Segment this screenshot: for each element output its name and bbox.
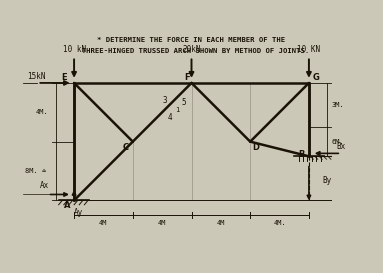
Text: Ay: Ay (74, 208, 83, 217)
Text: THREE-HINGED TRUSSED ARCH SHOWN BY METHOD OF JOINTS.: THREE-HINGED TRUSSED ARCH SHOWN BY METHO… (74, 48, 309, 54)
Text: 4M: 4M (217, 220, 225, 226)
Text: 3: 3 (163, 96, 167, 105)
Text: 4M: 4M (158, 220, 166, 226)
Text: 20kN: 20kN (182, 44, 201, 54)
Text: 10 kN: 10 kN (62, 44, 86, 54)
Text: By: By (322, 176, 331, 185)
Text: 8M. ≐: 8M. ≐ (25, 168, 47, 174)
Text: E: E (61, 73, 67, 82)
Text: 1: 1 (175, 107, 179, 113)
Text: Ax: Ax (40, 181, 49, 190)
Text: D: D (252, 143, 260, 152)
Text: 4: 4 (167, 113, 172, 121)
Text: 6M.: 6M. (332, 139, 345, 145)
Text: 10 KN: 10 KN (297, 44, 321, 54)
Text: C: C (123, 143, 129, 152)
Text: 4M.: 4M. (273, 220, 286, 226)
Text: 5: 5 (182, 98, 187, 107)
Text: 3M.: 3M. (332, 102, 345, 108)
Text: F: F (184, 73, 190, 82)
Text: A: A (64, 201, 70, 210)
Text: G: G (313, 73, 320, 82)
Text: 4M: 4M (99, 220, 108, 226)
Text: Bx: Bx (337, 142, 346, 151)
Text: B: B (298, 150, 305, 159)
Text: 15kN: 15kN (27, 72, 46, 81)
Text: 4M.: 4M. (35, 109, 48, 115)
Text: * DETERMINE THE FORCE IN EACH MEMBER OF THE: * DETERMINE THE FORCE IN EACH MEMBER OF … (97, 37, 286, 43)
